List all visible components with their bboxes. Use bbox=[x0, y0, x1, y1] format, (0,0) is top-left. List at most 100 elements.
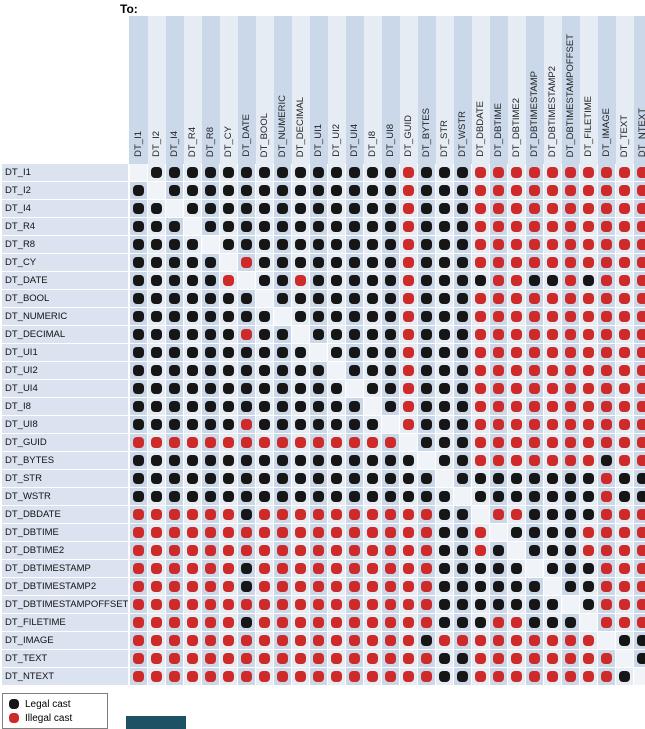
row-header-DT_I2: DT_I2 bbox=[2, 181, 131, 200]
cast-cell bbox=[399, 181, 419, 200]
cast-dot-illegal bbox=[619, 293, 631, 305]
cast-dot-legal bbox=[313, 167, 325, 179]
cast-dot-illegal bbox=[133, 671, 145, 683]
cast-cell bbox=[255, 253, 275, 272]
cast-cell bbox=[327, 307, 347, 326]
cast-cell bbox=[291, 595, 311, 614]
cast-cell bbox=[327, 235, 347, 254]
cast-cell bbox=[597, 235, 617, 254]
row-header-DT_I8: DT_I8 bbox=[2, 397, 131, 416]
cast-cell bbox=[147, 217, 167, 236]
cast-dot-illegal bbox=[565, 671, 577, 683]
cast-cell bbox=[147, 361, 167, 380]
cast-dot-legal bbox=[187, 311, 199, 323]
cast-dot-illegal bbox=[565, 311, 577, 323]
cast-dot-illegal bbox=[241, 545, 253, 557]
cast-dot-illegal bbox=[457, 635, 469, 647]
cast-dot-illegal bbox=[313, 635, 325, 647]
cast-dot-illegal bbox=[601, 563, 613, 575]
cast-dot-legal bbox=[565, 545, 577, 557]
cast-cell bbox=[327, 451, 347, 470]
cast-cell bbox=[615, 379, 635, 398]
cast-cell bbox=[489, 505, 509, 524]
cast-dot-legal bbox=[187, 185, 199, 197]
cast-dot-illegal bbox=[277, 671, 289, 683]
cast-dot-legal bbox=[475, 581, 487, 593]
cast-dot-legal bbox=[313, 365, 325, 377]
cast-cell bbox=[615, 271, 635, 290]
cast-cell bbox=[399, 397, 419, 416]
cast-cell bbox=[399, 433, 419, 452]
column-header-label: DT_UI8 bbox=[385, 124, 397, 157]
cast-dot-legal bbox=[331, 419, 343, 431]
cast-dot-legal bbox=[331, 293, 343, 305]
cast-cell bbox=[507, 559, 527, 578]
cast-cell bbox=[453, 181, 473, 200]
cast-cell bbox=[399, 289, 419, 308]
matrix-row: DT_DBTIME bbox=[2, 523, 645, 542]
cast-cell bbox=[435, 397, 455, 416]
cast-cell bbox=[147, 523, 167, 542]
cast-cell bbox=[543, 379, 563, 398]
cast-dot-legal bbox=[187, 167, 199, 179]
cast-dot-illegal bbox=[547, 239, 559, 251]
cast-dot-illegal bbox=[187, 545, 199, 557]
cast-dot-legal bbox=[331, 185, 343, 197]
cast-dot-legal bbox=[205, 311, 217, 323]
cast-cell bbox=[525, 667, 545, 686]
cast-cell bbox=[363, 631, 383, 650]
cast-cell bbox=[399, 469, 419, 488]
cast-cell bbox=[561, 667, 581, 686]
column-header-label: DT_I8 bbox=[367, 131, 379, 157]
cast-dot-illegal bbox=[619, 329, 631, 341]
cast-cell bbox=[507, 325, 527, 344]
cast-dot-illegal bbox=[475, 185, 487, 197]
column-header-label: DT_UI4 bbox=[349, 124, 361, 157]
cast-cell bbox=[417, 613, 437, 632]
cast-dot-illegal bbox=[313, 527, 325, 539]
cast-legend: Legal cast Illegal cast bbox=[2, 693, 108, 729]
column-header-DT_UI1: DT_UI1 bbox=[309, 16, 328, 164]
cast-cell bbox=[237, 523, 257, 542]
cast-cell bbox=[345, 289, 365, 308]
cast-cell bbox=[165, 505, 185, 524]
cast-cell bbox=[507, 164, 527, 182]
cast-dot-legal bbox=[331, 311, 343, 323]
cast-dot-illegal bbox=[529, 203, 541, 215]
cast-dot-illegal bbox=[619, 545, 631, 557]
cast-cell bbox=[327, 595, 347, 614]
cast-dot-illegal bbox=[223, 509, 235, 521]
cast-cell bbox=[489, 433, 509, 452]
cast-cell bbox=[507, 433, 527, 452]
cast-dot-legal bbox=[439, 221, 451, 233]
cast-cell bbox=[543, 253, 563, 272]
cast-dot-legal bbox=[583, 275, 595, 287]
cast-cell bbox=[327, 217, 347, 236]
cast-cell bbox=[381, 289, 401, 308]
cast-cell bbox=[507, 469, 527, 488]
cast-cell bbox=[183, 433, 203, 452]
cast-cell bbox=[183, 451, 203, 470]
cast-dot-illegal bbox=[367, 617, 379, 629]
cast-dot-illegal bbox=[403, 671, 415, 683]
cast-cell bbox=[435, 415, 455, 434]
cast-cell bbox=[201, 379, 221, 398]
cast-dot-illegal bbox=[277, 653, 289, 665]
cast-dot-legal bbox=[151, 167, 163, 179]
cast-cell bbox=[345, 415, 365, 434]
row-header-DT_DBTIME2: DT_DBTIME2 bbox=[2, 541, 131, 560]
cast-dot-legal bbox=[133, 401, 145, 413]
cast-dot-illegal bbox=[331, 599, 343, 611]
cast-cell bbox=[615, 397, 635, 416]
cast-cell bbox=[129, 271, 149, 290]
cast-cell bbox=[561, 577, 581, 596]
cast-cell bbox=[417, 523, 437, 542]
column-header-DT_R4: DT_R4 bbox=[183, 16, 202, 164]
cast-dot-illegal bbox=[637, 257, 645, 269]
cast-cell bbox=[507, 523, 527, 542]
cast-cell bbox=[183, 487, 203, 506]
cast-dot-legal bbox=[187, 455, 199, 467]
cast-cell bbox=[273, 217, 293, 236]
cast-dot-illegal bbox=[313, 653, 325, 665]
cast-dot-illegal bbox=[619, 581, 631, 593]
